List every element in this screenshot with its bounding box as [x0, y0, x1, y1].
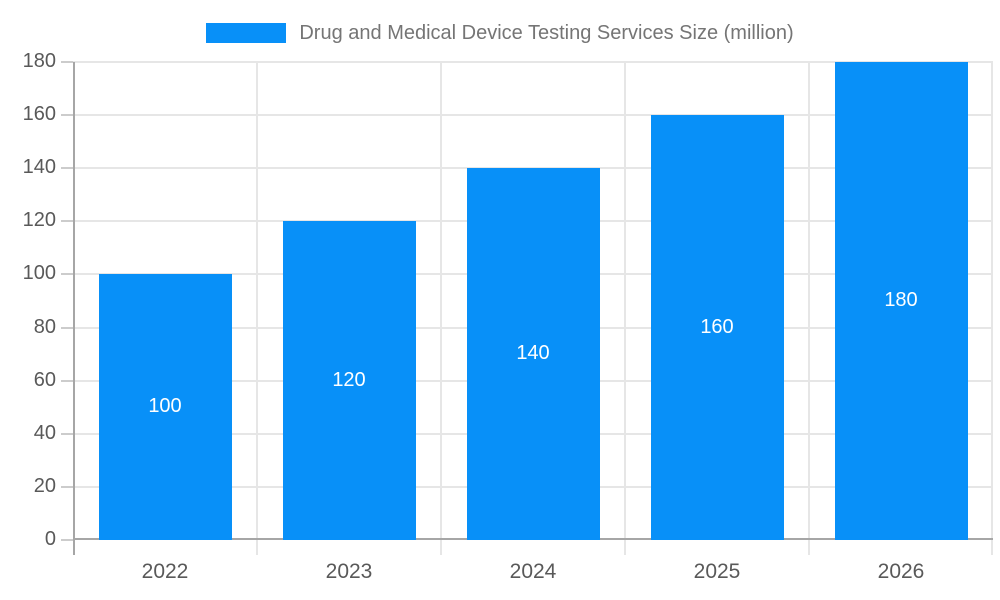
y-tick-mark — [61, 167, 73, 170]
y-tick-label: 180 — [22, 50, 56, 72]
gridline-h — [73, 167, 993, 170]
y-tick-label: 20 — [33, 474, 56, 497]
gridline-v — [808, 62, 810, 555]
y-tick-mark — [61, 432, 73, 435]
bar-value-label: 120 — [332, 368, 366, 391]
x-tick-label-2024: 2024 — [509, 560, 557, 583]
y-tick-label: 100 — [22, 262, 56, 285]
bar-value-label: 140 — [516, 342, 550, 365]
y-tick-mark — [61, 539, 73, 541]
gridline-v — [991, 62, 993, 555]
bar-2024[interactable]: 140 — [466, 168, 600, 540]
y-tick-mark — [61, 326, 73, 329]
bar-value-label: 100 — [148, 395, 182, 418]
y-tick-mark — [61, 61, 73, 63]
bar-value-label: 180 — [884, 289, 918, 311]
y-tick-mark — [61, 273, 73, 276]
legend: Drug and Medical Device Testing Services… — [0, 23, 1000, 43]
legend-label[interactable]: Drug and Medical Device Testing Services… — [299, 22, 794, 44]
gridline-h — [73, 61, 993, 63]
y-tick-label: 60 — [33, 368, 56, 391]
legend-swatch[interactable] — [206, 23, 287, 43]
gridline-v — [624, 62, 626, 555]
bar-2023[interactable]: 120 — [282, 221, 416, 540]
bar-2026[interactable]: 180 — [834, 62, 968, 540]
x-tick-label-2026: 2026 — [877, 560, 925, 583]
plot-area: 100 120 140 160 180 — [61, 61, 993, 555]
y-tick-label: 140 — [22, 156, 56, 179]
x-tick-label-2025: 2025 — [693, 560, 741, 583]
y-tick-label: 160 — [22, 103, 56, 126]
gridline-v — [256, 62, 258, 555]
y-tick-label: 120 — [22, 209, 56, 232]
y-tick-mark — [61, 379, 73, 382]
y-tick-label: 40 — [33, 421, 56, 444]
y-tick-mark — [61, 485, 73, 488]
gridline-v — [440, 62, 442, 555]
gridline-h — [73, 114, 993, 117]
y-axis-line — [73, 62, 75, 555]
y-tick-mark — [61, 114, 73, 117]
y-tick-label: 80 — [33, 315, 56, 338]
bar-value-label: 160 — [700, 315, 734, 338]
bar-2025[interactable]: 160 — [650, 115, 784, 540]
x-tick-label-2022: 2022 — [141, 560, 189, 583]
x-tick-label-2023: 2023 — [325, 560, 373, 583]
y-tick-label: 0 — [44, 528, 56, 550]
y-tick-mark — [61, 220, 73, 223]
bar-2022[interactable]: 100 — [98, 274, 232, 540]
